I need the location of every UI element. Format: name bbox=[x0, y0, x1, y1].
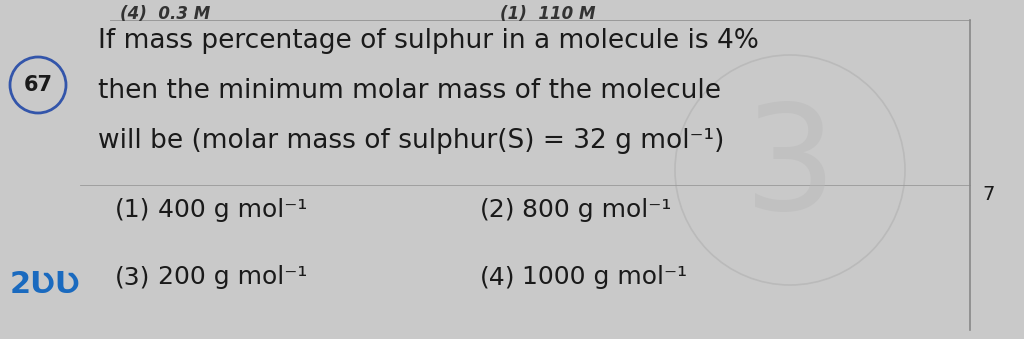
Text: (4)  0.3 M: (4) 0.3 M bbox=[120, 5, 210, 23]
Text: 3: 3 bbox=[743, 100, 837, 240]
Text: (1): (1) bbox=[115, 198, 151, 222]
Text: (3): (3) bbox=[115, 265, 151, 289]
Text: 67: 67 bbox=[24, 75, 52, 95]
Text: will be (molar mass of sulphur(S) = 32 g mol⁻¹): will be (molar mass of sulphur(S) = 32 g… bbox=[98, 128, 724, 154]
Text: If mass percentage of sulphur in a molecule is 4%: If mass percentage of sulphur in a molec… bbox=[98, 28, 759, 54]
Text: 1000 g mol⁻¹: 1000 g mol⁻¹ bbox=[522, 265, 687, 289]
Text: (4): (4) bbox=[480, 265, 515, 289]
Text: then the minimum molar mass of the molecule: then the minimum molar mass of the molec… bbox=[98, 78, 721, 104]
Text: 200 g mol⁻¹: 200 g mol⁻¹ bbox=[158, 265, 307, 289]
Text: (2): (2) bbox=[480, 198, 515, 222]
Text: 800 g mol⁻¹: 800 g mol⁻¹ bbox=[522, 198, 672, 222]
Text: (1)  110 M: (1) 110 M bbox=[500, 5, 596, 23]
Text: 400 g mol⁻¹: 400 g mol⁻¹ bbox=[158, 198, 307, 222]
Text: 2ƲƲ: 2ƲƲ bbox=[10, 270, 81, 299]
Text: 7: 7 bbox=[982, 185, 994, 204]
